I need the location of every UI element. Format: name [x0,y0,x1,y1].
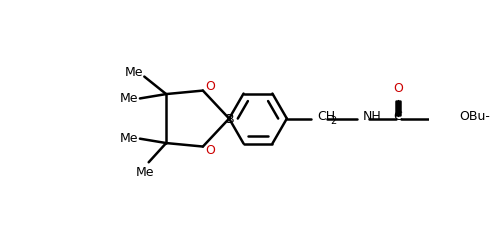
Text: Me: Me [120,92,139,105]
Text: Me: Me [136,166,154,179]
Text: B: B [226,113,234,126]
Text: OBu-t: OBu-t [459,110,490,123]
Text: 2: 2 [331,116,337,126]
Text: O: O [205,80,215,93]
Text: Me: Me [120,132,139,145]
Text: O: O [393,82,403,95]
Text: NH: NH [363,110,382,123]
Text: O: O [205,144,215,157]
Text: C: C [393,110,402,123]
Text: Me: Me [124,66,143,79]
Text: CH: CH [318,110,336,123]
